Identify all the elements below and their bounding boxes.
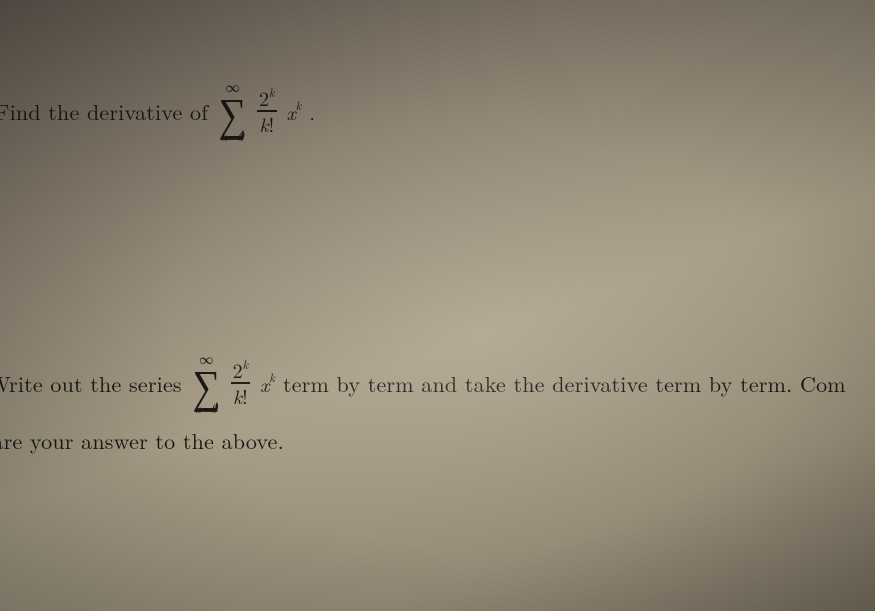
sigma-stack: ∞ ∑ k=0 xyxy=(190,352,223,414)
fraction-numerator: 2k xyxy=(257,88,277,108)
tail-sup: k xyxy=(269,369,275,386)
tail-term: xk xyxy=(287,97,302,126)
problem-2-prefix: Write out the series xyxy=(0,368,182,399)
tail-sup: k xyxy=(296,97,302,114)
problem-1-period: . xyxy=(309,97,315,126)
fraction: 2k k! xyxy=(231,360,251,405)
num-sup: k xyxy=(243,356,249,373)
problem-1-line: Find the derivative of ∞ ∑ k=0 2k k! xk … xyxy=(0,80,315,142)
tail-term: xk xyxy=(260,369,275,398)
problem-2-line-2: pare your answer to the above. xyxy=(0,425,284,456)
tail-base: x xyxy=(260,369,269,398)
num-sup: k xyxy=(269,84,275,101)
problem-2-continuation: pare your answer to the above. xyxy=(0,425,284,456)
den-base: k xyxy=(233,381,242,410)
den-base: k xyxy=(259,109,268,138)
problem-2-after: term by term and take the derivative ter… xyxy=(283,368,846,399)
problem-1-prefix: Find the derivative of xyxy=(0,96,208,127)
den-fact: ! xyxy=(242,381,248,410)
sigma-icon: ∑ xyxy=(192,364,220,403)
fraction-numerator: 2k xyxy=(231,360,251,380)
sigma-icon: ∑ xyxy=(219,92,247,131)
fraction-denominator: k! xyxy=(231,386,250,406)
problem-2-line-1: Write out the series ∞ ∑ k=0 2k k! xk te… xyxy=(0,352,846,414)
tail-base: x xyxy=(287,97,296,126)
sigma-stack: ∞ ∑ k=0 xyxy=(216,80,249,142)
fraction: 2k k! xyxy=(257,88,277,133)
problem-1-sum: ∞ ∑ k=0 2k k! xk . xyxy=(216,80,315,142)
problem-2-sum: ∞ ∑ k=0 2k k! xk xyxy=(190,352,275,414)
fraction-denominator: k! xyxy=(257,114,276,134)
den-fact: ! xyxy=(269,109,275,138)
